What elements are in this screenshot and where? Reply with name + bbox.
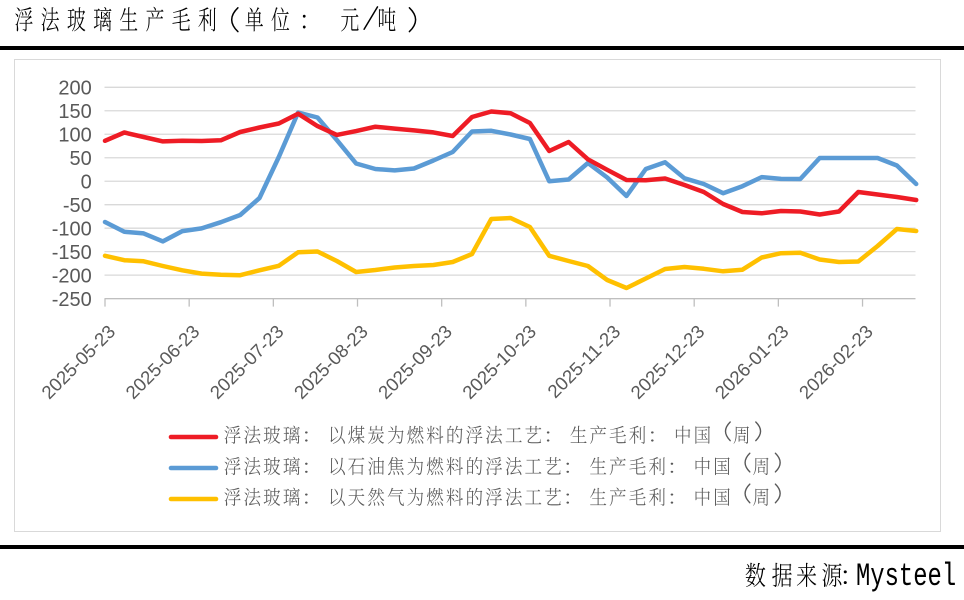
svg-text:2025-10-23: 2025-10-23	[458, 321, 540, 403]
svg-text:0: 0	[81, 171, 92, 193]
svg-text:-150: -150	[52, 242, 92, 264]
svg-text:2025-09-23: 2025-09-23	[374, 321, 456, 403]
svg-text:50: 50	[70, 148, 92, 170]
svg-text:100: 100	[58, 125, 91, 147]
svg-text:2026-02-23: 2026-02-23	[795, 321, 877, 403]
svg-text:2025-08-23: 2025-08-23	[290, 321, 372, 403]
svg-text:2025-11-23: 2025-11-23	[543, 321, 624, 402]
svg-text:-200: -200	[52, 265, 92, 287]
svg-text:2026-01-23: 2026-01-23	[711, 321, 793, 403]
svg-text:2025-06-23: 2025-06-23	[121, 321, 203, 403]
svg-text:150: 150	[58, 101, 91, 123]
svg-text:-250: -250	[52, 289, 92, 311]
svg-text:-50: -50	[63, 195, 92, 217]
svg-text:2025-05-23: 2025-05-23	[37, 321, 119, 403]
svg-text:-100: -100	[52, 218, 92, 240]
svg-text:2025-07-23: 2025-07-23	[206, 321, 288, 403]
svg-text:2025-12-23: 2025-12-23	[626, 321, 708, 403]
svg-text:200: 200	[58, 78, 91, 100]
